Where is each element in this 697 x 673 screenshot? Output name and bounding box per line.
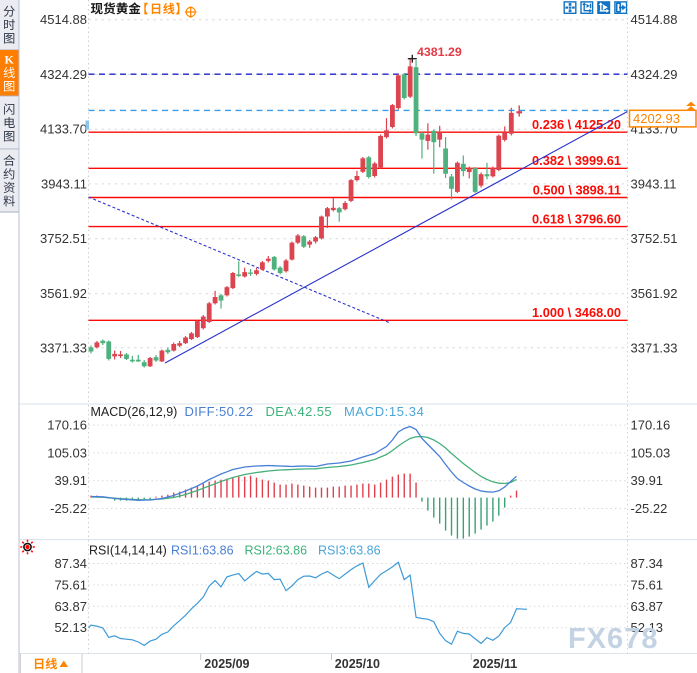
svg-text:0.382 \ 3999.61: 0.382 \ 3999.61 (532, 153, 621, 168)
svg-text:3752.51: 3752.51 (631, 231, 678, 246)
svg-text:RSI3:63.86: RSI3:63.86 (318, 544, 381, 558)
svg-text:4324.29: 4324.29 (631, 67, 678, 82)
svg-text:4202.93: 4202.93 (633, 111, 680, 126)
svg-text:170.16: 170.16 (47, 418, 87, 433)
svg-text:105.03: 105.03 (631, 445, 671, 460)
svg-text:MACD:15.34: MACD:15.34 (344, 404, 424, 419)
svg-text:3371.33: 3371.33 (631, 340, 678, 355)
svg-text:MACD(26,12,9): MACD(26,12,9) (91, 405, 178, 419)
svg-text:4324.29: 4324.29 (40, 67, 87, 82)
svg-text:3561.92: 3561.92 (631, 286, 678, 301)
svg-text:2025/10: 2025/10 (335, 657, 380, 671)
svg-text:3943.11: 3943.11 (41, 176, 87, 191)
svg-text:63.87: 63.87 (631, 599, 664, 614)
svg-text:0.500 \ 3898.11: 0.500 \ 3898.11 (533, 182, 621, 197)
svg-text:4514.88: 4514.88 (631, 12, 678, 27)
svg-text:-25.22: -25.22 (50, 501, 87, 516)
svg-text:170.16: 170.16 (631, 418, 671, 433)
svg-text:1.000 \ 3468.00: 1.000 \ 3468.00 (532, 305, 621, 320)
svg-text:FX678: FX678 (568, 623, 658, 655)
svg-text:-25.22: -25.22 (631, 501, 668, 516)
svg-text:63.87: 63.87 (54, 599, 87, 614)
svg-text:4381.29: 4381.29 (417, 45, 462, 59)
svg-text:3752.51: 3752.51 (40, 231, 87, 246)
svg-text:4133.70: 4133.70 (40, 122, 87, 137)
svg-text:0.618 \ 3796.60: 0.618 \ 3796.60 (532, 211, 621, 226)
svg-text:2025/09: 2025/09 (204, 657, 249, 671)
svg-text:4514.88: 4514.88 (40, 12, 87, 27)
svg-text:3561.92: 3561.92 (40, 286, 87, 301)
svg-text:RSI1:63.86: RSI1:63.86 (171, 544, 234, 558)
svg-text:52.13: 52.13 (631, 620, 664, 635)
svg-text:39.91: 39.91 (54, 473, 87, 488)
svg-text:39.91: 39.91 (631, 473, 664, 488)
svg-text:105.03: 105.03 (47, 445, 87, 460)
svg-text:0.236 \ 4125.20: 0.236 \ 4125.20 (532, 117, 621, 132)
svg-text:3371.33: 3371.33 (40, 340, 87, 355)
svg-text:DEA:42.55: DEA:42.55 (266, 404, 332, 419)
svg-text:52.13: 52.13 (54, 620, 87, 635)
svg-text:K: K (5, 53, 15, 67)
svg-text:3943.11: 3943.11 (631, 176, 677, 191)
svg-text:75.61: 75.61 (631, 577, 664, 592)
svg-text:2025/11: 2025/11 (473, 657, 518, 671)
svg-text:87.34: 87.34 (54, 556, 87, 571)
svg-text:RSI(14,14,14): RSI(14,14,14) (89, 544, 167, 558)
svg-text:75.61: 75.61 (54, 577, 87, 592)
svg-text:87.34: 87.34 (631, 556, 664, 571)
svg-text:RSI2:63.86: RSI2:63.86 (245, 544, 308, 558)
svg-text:DIFF:50.22: DIFF:50.22 (185, 404, 254, 419)
